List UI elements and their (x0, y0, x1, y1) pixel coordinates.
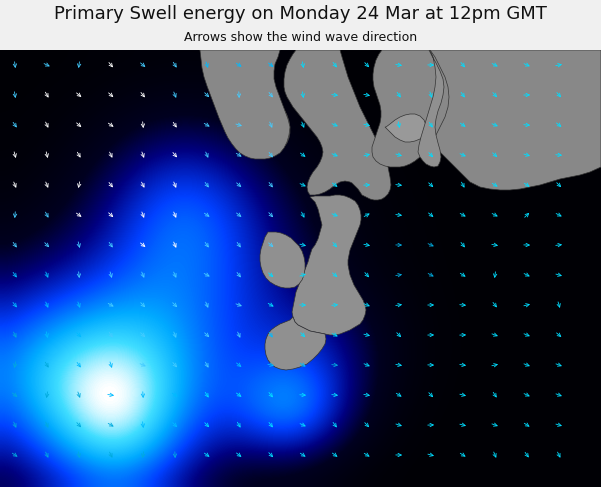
Polygon shape (265, 317, 326, 370)
Polygon shape (415, 50, 601, 190)
Text: Primary Swell energy on Monday 24 Mar at 12pm GMT: Primary Swell energy on Monday 24 Mar at… (54, 5, 547, 23)
Polygon shape (292, 195, 366, 335)
Polygon shape (260, 232, 305, 288)
Polygon shape (200, 50, 290, 159)
Polygon shape (284, 50, 391, 200)
Polygon shape (490, 50, 601, 152)
Polygon shape (418, 50, 444, 167)
Polygon shape (385, 114, 426, 142)
Text: Arrows show the wind wave direction: Arrows show the wind wave direction (184, 31, 417, 44)
Polygon shape (430, 50, 601, 157)
Polygon shape (372, 50, 449, 167)
Polygon shape (200, 50, 290, 157)
